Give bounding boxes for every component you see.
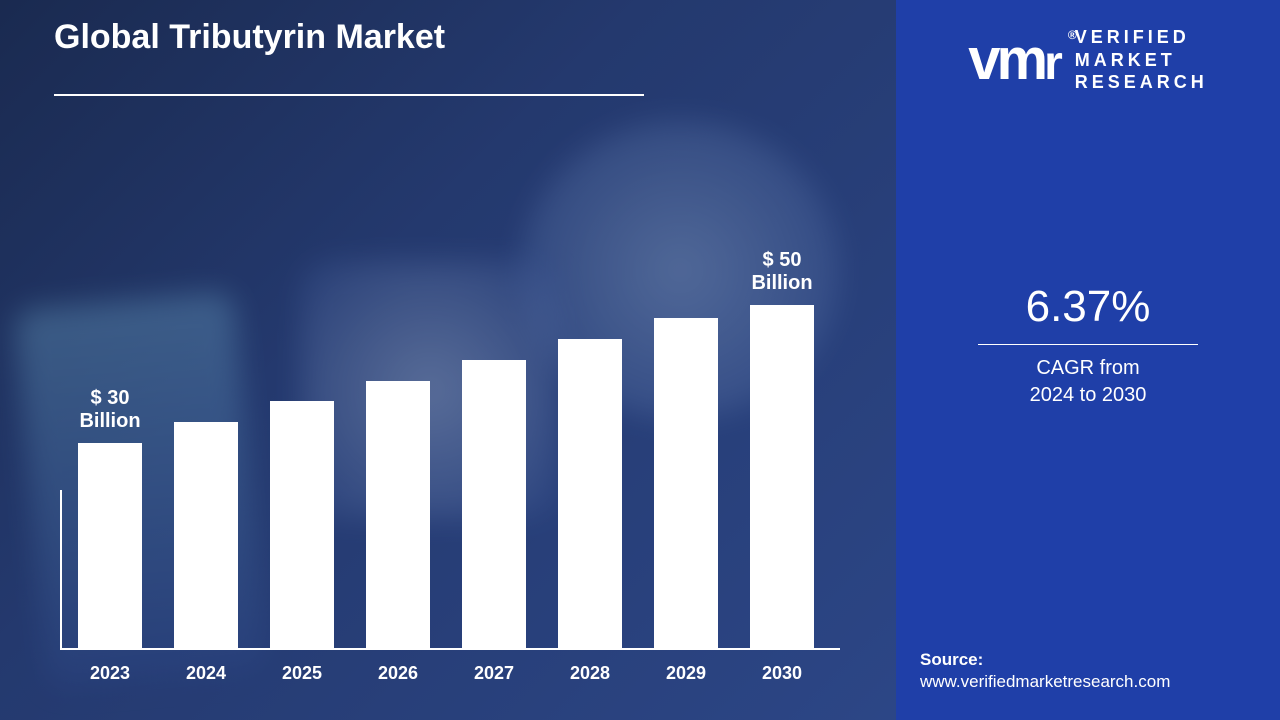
x-axis-label: 2030: [750, 663, 814, 684]
bar-rect: [174, 422, 238, 650]
logo-line3: RESEARCH: [1075, 71, 1208, 94]
bar: [558, 339, 622, 650]
x-axis-line: [60, 648, 840, 650]
bar: [462, 360, 526, 650]
logo-line1: VERIFIED: [1075, 26, 1208, 49]
left-panel: Global Tributyrin Market $ 30 Billion $ …: [0, 0, 896, 720]
callout-value: $ 50: [742, 249, 822, 272]
right-panel: vmr ® VERIFIED MARKET RESEARCH 6.37% CAG…: [896, 0, 1280, 720]
source-label: Source:: [920, 650, 1170, 670]
infographic-root: Global Tributyrin Market $ 30 Billion $ …: [0, 0, 1280, 720]
x-axis-label: 2027: [462, 663, 526, 684]
y-axis-line: [60, 490, 62, 650]
x-axis-label: 2024: [174, 663, 238, 684]
title-underline: [54, 94, 644, 96]
x-axis-label: 2028: [558, 663, 622, 684]
bar: [750, 305, 814, 650]
bar-rect: [78, 443, 142, 650]
bars-container: [60, 270, 840, 650]
x-axis-label: 2026: [366, 663, 430, 684]
page-title: Global Tributyrin Market: [54, 18, 445, 57]
bar-rect: [270, 401, 334, 650]
bar-rect: [558, 339, 622, 650]
bar-rect: [366, 381, 430, 650]
cagr-caption-line1: CAGR from: [978, 355, 1198, 382]
bar-rect: [750, 305, 814, 650]
cagr-caption-line2: 2024 to 2030: [978, 382, 1198, 409]
bar: [654, 318, 718, 650]
x-axis-label: 2029: [654, 663, 718, 684]
bar: [174, 422, 238, 650]
brand-logo: vmr ® VERIFIED MARKET RESEARCH: [968, 26, 1208, 94]
bar: [270, 401, 334, 650]
bar-rect: [462, 360, 526, 650]
cagr-caption: CAGR from 2024 to 2030: [978, 355, 1198, 409]
cagr-block: 6.37% CAGR from 2024 to 2030: [978, 282, 1198, 410]
bar: [366, 381, 430, 650]
logo-line2: MARKET: [1075, 49, 1208, 72]
logo-mark-icon: vmr ®: [968, 37, 1061, 83]
x-axis-labels: 2023 2024 2025 2026 2027 2028 2029 2030: [60, 663, 840, 684]
bar-chart: $ 30 Billion $ 50 Billion 20232024202520…: [60, 244, 840, 684]
registered-icon: ®: [1068, 31, 1077, 41]
source-block: Source: www.verifiedmarketresearch.com: [920, 650, 1170, 692]
bar-rect: [654, 318, 718, 650]
x-axis-label: 2023: [78, 663, 142, 684]
cagr-value: 6.37%: [978, 282, 1198, 332]
cagr-underline: [978, 344, 1198, 346]
source-url: www.verifiedmarketresearch.com: [920, 672, 1170, 692]
logo-text: VERIFIED MARKET RESEARCH: [1075, 26, 1208, 94]
bar: [78, 443, 142, 650]
x-axis-label: 2025: [270, 663, 334, 684]
logo-mark-text: vm: [968, 27, 1044, 92]
